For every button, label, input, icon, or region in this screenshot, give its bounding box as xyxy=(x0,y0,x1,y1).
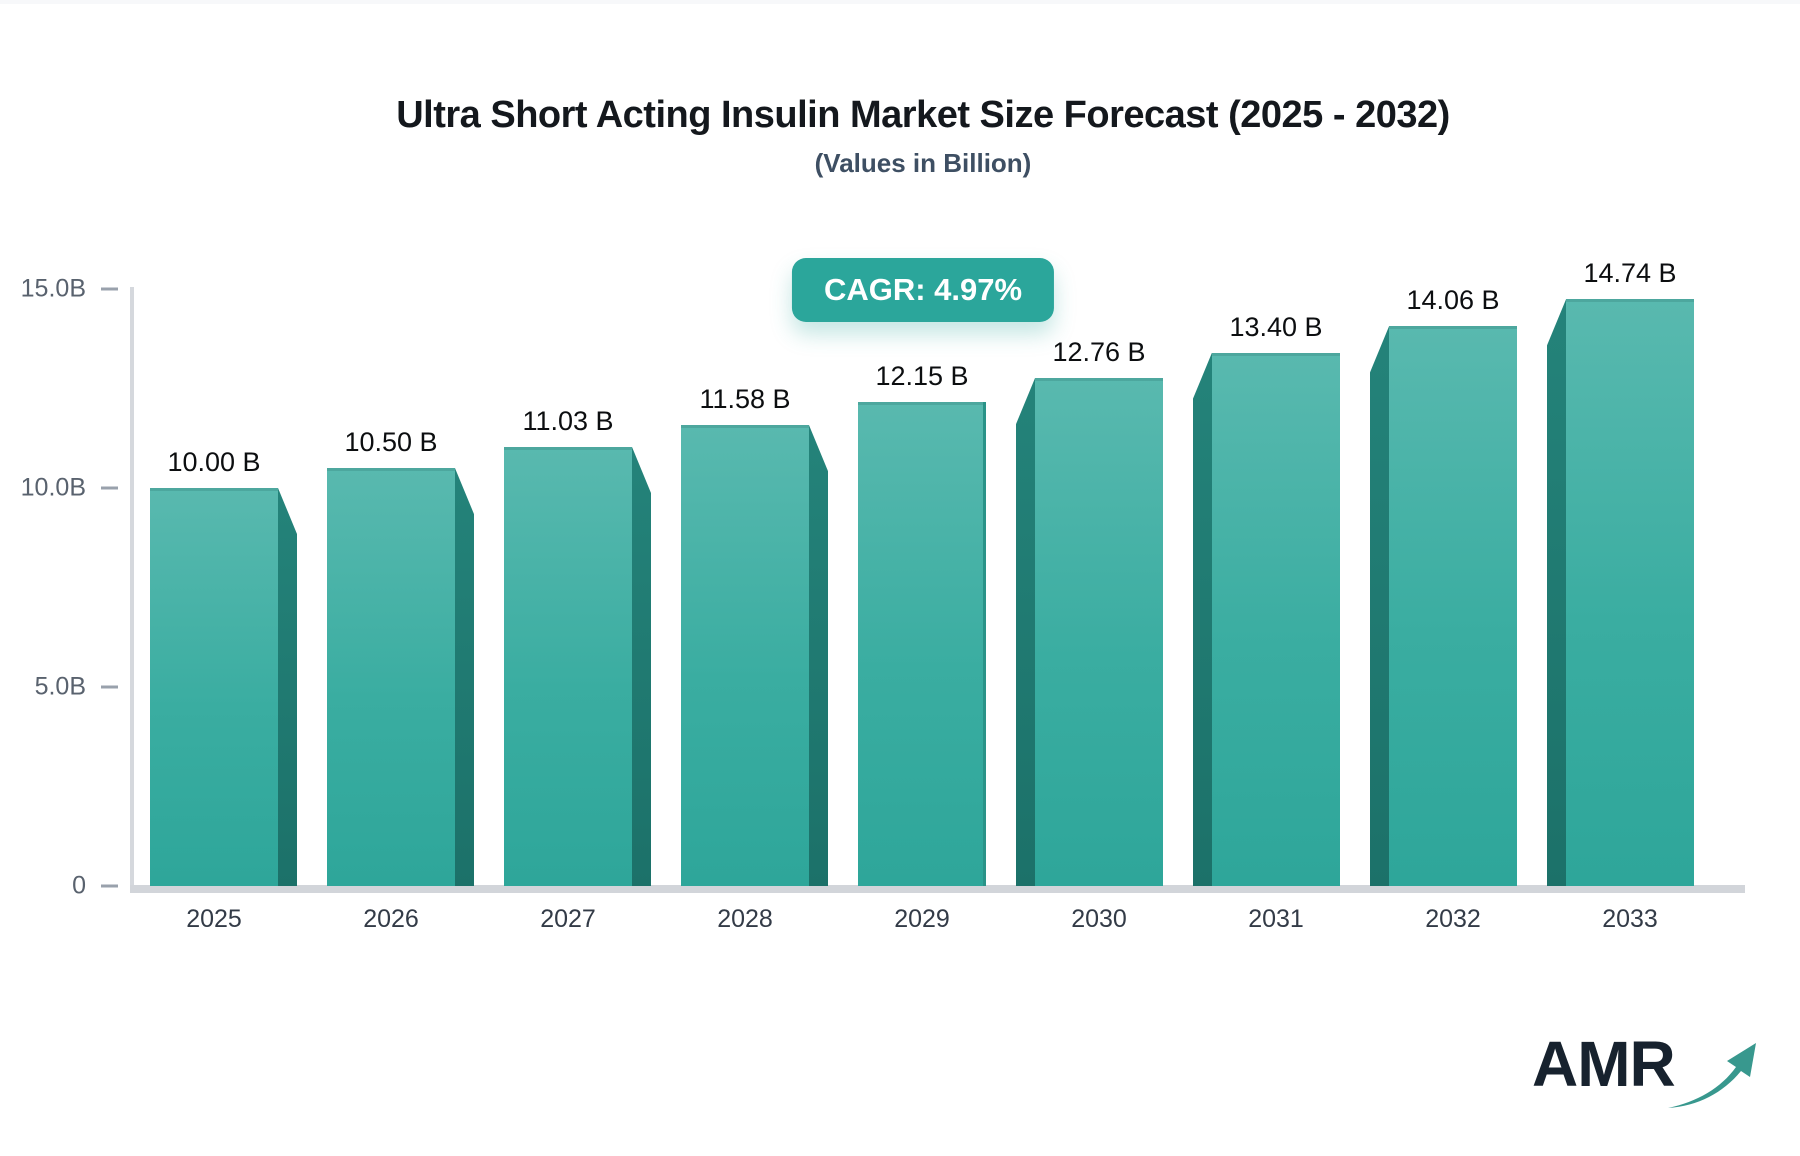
bar-value-label: 11.03 B xyxy=(522,406,614,436)
y-tick-mark xyxy=(101,486,118,490)
x-axis-line xyxy=(130,885,1745,893)
x-tick-label-2033: 2033 xyxy=(1602,905,1658,933)
bar-3d-side xyxy=(1193,352,1212,886)
bar-2028[interactable] xyxy=(681,425,828,886)
x-tick-label-2028: 2028 xyxy=(717,905,773,933)
bar-3d-side xyxy=(1370,326,1389,886)
y-tick-mark xyxy=(101,287,118,291)
bar-face xyxy=(858,402,986,886)
x-tick-label-2031: 2031 xyxy=(1248,905,1304,933)
x-tick-label-2026: 2026 xyxy=(363,905,419,933)
cagr-badge: CAGR: 4.97% xyxy=(791,258,1055,322)
bar-face xyxy=(504,447,632,886)
bar-value-label: 10.50 B xyxy=(344,427,438,458)
bar-2029[interactable] xyxy=(858,402,986,886)
bar-face xyxy=(1212,352,1340,886)
bar-3d-side xyxy=(1016,378,1035,886)
x-tick-label-2030: 2030 xyxy=(1071,905,1127,933)
bar-face xyxy=(681,425,809,886)
bar-value-label: 13.40 B xyxy=(1229,311,1323,342)
bar-value-label: 12.15 B xyxy=(875,361,969,392)
bar-2032[interactable] xyxy=(1370,326,1517,886)
bar-value-label: 12.76 B xyxy=(1052,337,1146,368)
bar-3d-side xyxy=(632,447,651,886)
y-tick-mark xyxy=(101,884,118,888)
y-tick-label-15.0B: 15.0B xyxy=(20,274,86,303)
x-tick-label-2025: 2025 xyxy=(186,905,242,933)
bar-value-label: 14.74 B xyxy=(1583,258,1677,289)
bar-face xyxy=(1389,326,1517,886)
bar-face xyxy=(150,488,278,886)
x-tick-label-2029: 2029 xyxy=(894,905,950,933)
y-axis-line xyxy=(130,287,134,893)
bar-face xyxy=(327,468,455,886)
bar-3d-side xyxy=(455,468,474,886)
chart-subtitle: (Values in Billion) xyxy=(814,148,1032,178)
bar-2030[interactable] xyxy=(1016,378,1163,886)
bar-value-label: 10.00 B xyxy=(167,447,261,477)
bar-face xyxy=(1035,378,1163,886)
amr-logo-text: AMR xyxy=(1532,1028,1676,1100)
bar-face xyxy=(1566,299,1694,886)
bar-2026[interactable] xyxy=(327,468,474,886)
chart-title: Ultra Short Acting Insulin Market Size F… xyxy=(396,94,1450,136)
bar-value-label: 11.58 B xyxy=(699,384,791,415)
bar-2031[interactable] xyxy=(1193,352,1340,886)
y-tick-mark xyxy=(101,685,118,689)
y-tick-label-0: 0 xyxy=(72,871,86,900)
bar-3d-side xyxy=(278,488,297,886)
bar-3d-side xyxy=(1547,299,1566,886)
x-tick-label-2032: 2032 xyxy=(1425,905,1481,933)
y-tick-label-10.0B: 10.0B xyxy=(20,473,86,502)
x-tick-label-2027: 2027 xyxy=(540,905,596,933)
bar-2033[interactable] xyxy=(1547,299,1694,886)
amr-logo: AMR xyxy=(1532,1032,1757,1114)
top-border xyxy=(0,0,1800,4)
y-tick-label-5.0B: 5.0B xyxy=(34,672,86,701)
growth-arrow-icon xyxy=(1667,1043,1756,1108)
bar-2025[interactable] xyxy=(150,488,297,886)
bar-3d-side xyxy=(809,425,828,886)
bar-value-label: 14.06 B xyxy=(1406,285,1500,316)
bar-2027[interactable] xyxy=(504,447,651,886)
